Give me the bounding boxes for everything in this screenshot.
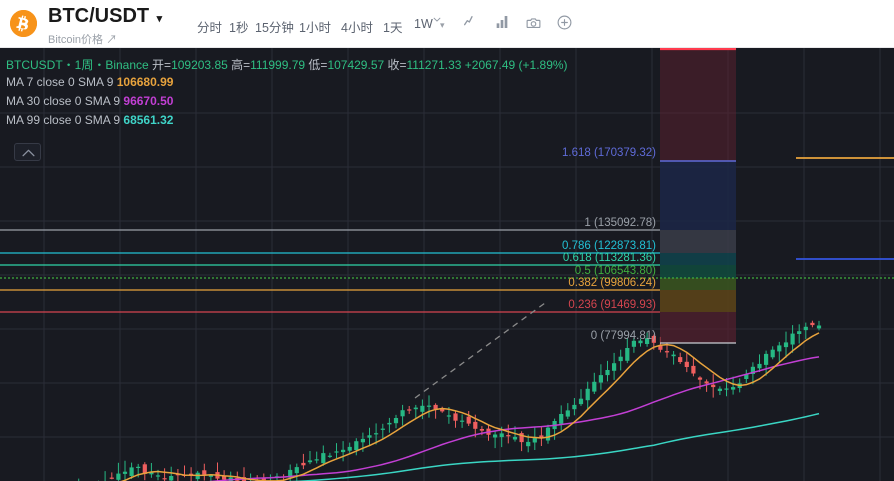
svg-text:1 (135092.78): 1 (135092.78) bbox=[584, 217, 656, 229]
svg-text:0.618 (113281.36): 0.618 (113281.36) bbox=[563, 252, 656, 264]
svg-text:0.786 (122873.81): 0.786 (122873.81) bbox=[562, 240, 656, 252]
svg-text:0.382 (99806.24): 0.382 (99806.24) bbox=[568, 277, 656, 289]
svg-text:1.618 (170379.32): 1.618 (170379.32) bbox=[562, 147, 656, 159]
svg-text:0.236 (91469.93): 0.236 (91469.93) bbox=[568, 299, 656, 311]
svg-text:0.5 (106543.80): 0.5 (106543.80) bbox=[575, 265, 656, 277]
svg-text:0 (77994.81): 0 (77994.81) bbox=[591, 330, 656, 342]
